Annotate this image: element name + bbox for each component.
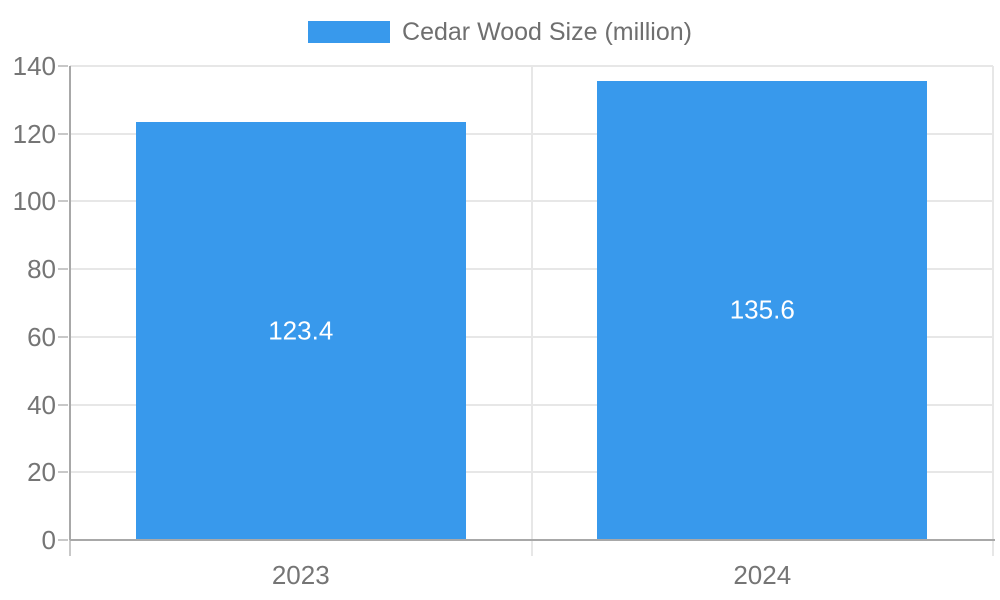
x-axis-tick-label: 2024 (733, 560, 792, 590)
legend-label: Cedar Wood Size (million) (402, 18, 692, 46)
y-axis-tick-mark (58, 268, 68, 271)
y-axis-tick-label: 40 (27, 389, 56, 420)
y-axis-tick-mark (58, 335, 68, 338)
y-axis-tick-label: 60 (27, 321, 56, 352)
y-axis-tick-mark (58, 539, 68, 541)
plot-area: 123.4 135.6 (70, 65, 994, 556)
y-axis-tick-label: 20 (27, 457, 56, 488)
y-axis-tick-mark (58, 132, 68, 135)
bar-2024[interactable] (597, 80, 928, 540)
bar-2023[interactable] (135, 122, 466, 540)
y-axis-tick-mark (58, 200, 68, 203)
gridline-vertical (992, 66, 994, 556)
x-axis-line (70, 539, 995, 541)
y-axis-tick-label: 120 (12, 118, 56, 149)
y-axis-tick-label: 80 (27, 254, 56, 285)
y-axis-tick-label: 0 (41, 525, 56, 555)
bar-value-label: 123.4 (268, 315, 334, 346)
y-axis-tick-mark (58, 403, 68, 406)
y-axis-tick-label: 140 (12, 51, 56, 81)
legend-swatch-icon (308, 21, 391, 43)
legend-item[interactable]: Cedar Wood Size (million) (0, 18, 1000, 46)
gridline-vertical (530, 66, 533, 556)
y-axis-line-extension (69, 540, 71, 556)
y-axis-tick-label: 100 (12, 186, 56, 217)
y-axis-tick-mark (58, 65, 68, 67)
y-axis-tick-mark (58, 471, 68, 474)
x-axis-tick-label: 2023 (271, 560, 330, 590)
bar-value-label: 135.6 (729, 294, 795, 325)
y-axis-line (69, 66, 71, 540)
